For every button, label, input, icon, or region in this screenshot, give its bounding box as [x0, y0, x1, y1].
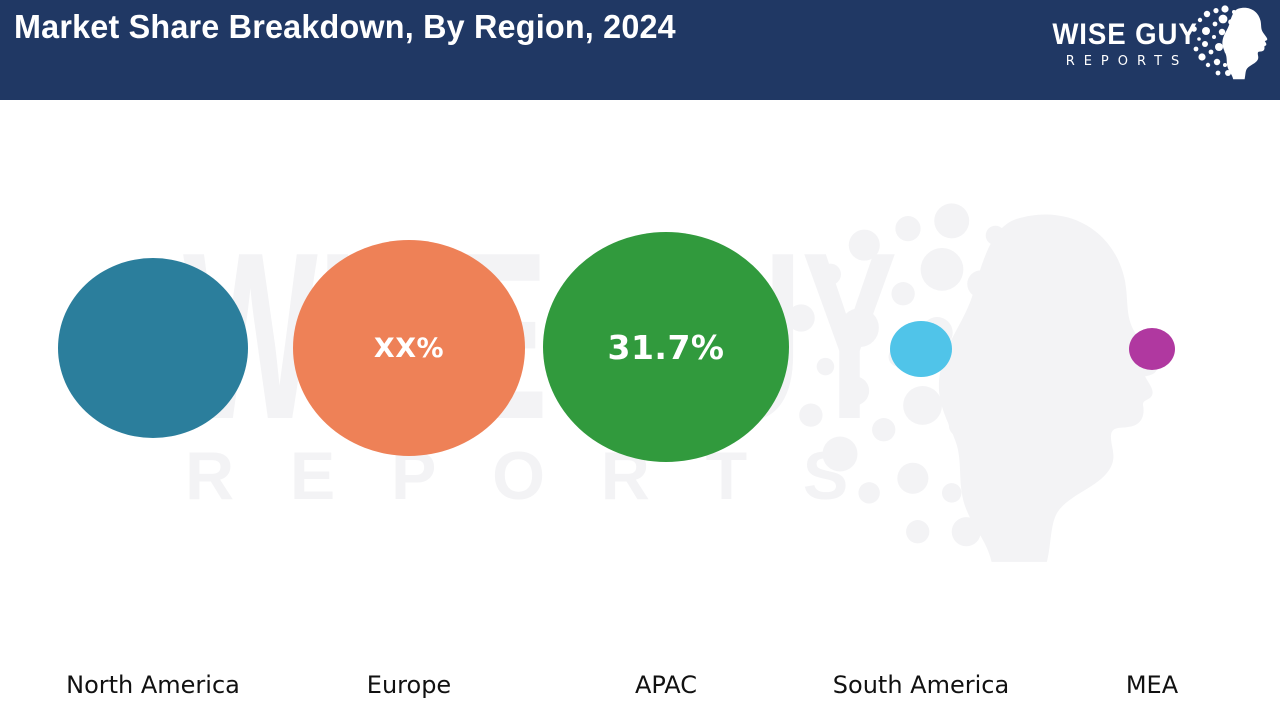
bubble-north-america: [58, 258, 248, 438]
region-label-europe: Europe: [366, 671, 452, 699]
bubble-south-america: [890, 321, 952, 377]
bubble-mea: [1129, 328, 1175, 370]
bubble-value-label-europe: XX%: [373, 332, 445, 364]
region-label-apac: APAC: [634, 671, 698, 699]
watermark-subtext: REPORTS: [185, 438, 905, 514]
bubble-europe: XX%: [293, 240, 525, 456]
brand-logo-text: WISE GUY REPORTS: [1046, 18, 1204, 69]
region-label-north-america: North America: [66, 671, 240, 699]
page-title: Market Share Breakdown, By Region, 2024: [14, 8, 676, 45]
header-bar: Market Share Breakdown, By Region, 2024 …: [0, 0, 1280, 100]
chart-area: WISE GUY REPORTS XX% 31.7% North America E…: [0, 100, 1280, 720]
brand-wordmark: WISE GUY: [1052, 17, 1198, 51]
brand-logo: WISE GUY REPORTS: [1046, 4, 1272, 82]
bubble-value-label-apac: 31.7%: [607, 327, 725, 367]
bubble-apac: 31.7%: [543, 232, 789, 462]
region-label-mea: MEA: [1125, 671, 1179, 699]
region-label-south-america: South America: [832, 671, 1010, 699]
watermark-head-icon: [772, 200, 1180, 572]
brand-subtext: REPORTS: [1065, 53, 1189, 69]
